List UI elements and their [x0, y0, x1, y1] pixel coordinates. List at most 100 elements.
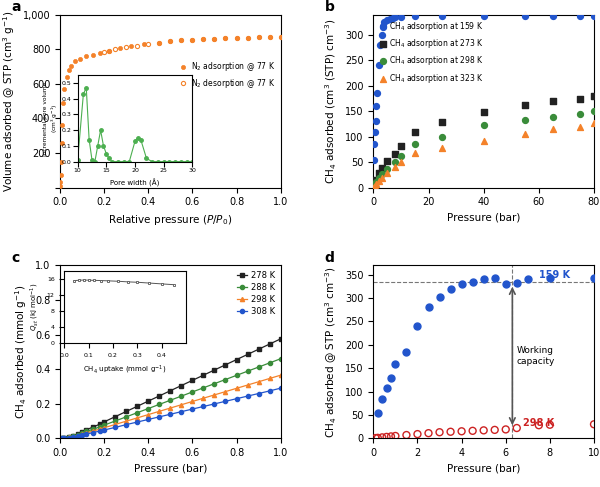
N$_2$ adsorption @ 77 K — [255, 35, 262, 40]
CH$_4$ adsorption at 273 K — [370, 179, 380, 187]
298 K — [79, 431, 86, 437]
288 K — [200, 385, 207, 391]
Legend: 278 K, 288 K, 298 K, 308 K: 278 K, 288 K, 298 K, 308 K — [236, 269, 277, 318]
N$_2$ adsorption @ 77 K — [222, 36, 229, 41]
N$_2$ adsorption @ 77 K — [96, 50, 103, 56]
CH$_4$ adsorption at 159 K — [370, 140, 379, 148]
CH$_4$ adsorption at 323 K — [575, 123, 585, 131]
278 K — [101, 419, 108, 425]
X-axis label: Pressure (bar): Pressure (bar) — [447, 464, 520, 473]
298 K — [200, 395, 207, 401]
CH$_4$ adsorption at 159 K — [376, 41, 385, 49]
288 K — [233, 373, 240, 378]
Point — [424, 429, 433, 437]
N$_2$ adsorption @ 77 K — [58, 159, 65, 165]
CH$_4$ adsorption at 323 K — [520, 130, 530, 138]
288 K — [112, 418, 119, 424]
Line: 288 K: 288 K — [60, 356, 283, 440]
CH$_4$ adsorption at 298 K — [548, 113, 557, 121]
N$_2$ desorption @ 77 K — [167, 38, 174, 44]
CH$_4$ adsorption at 159 K — [380, 19, 389, 26]
CH$_4$ adsorption at 273 K — [520, 101, 530, 109]
308 K — [89, 430, 97, 435]
298 K — [255, 379, 262, 385]
308 K — [65, 435, 73, 441]
278 K — [233, 356, 240, 362]
CH$_4$ adsorption at 298 K — [382, 166, 392, 173]
278 K — [211, 367, 218, 373]
Point — [490, 426, 500, 434]
N$_2$ adsorption @ 77 K — [277, 34, 284, 39]
N$_2$ desorption @ 77 K — [105, 48, 112, 54]
288 K — [96, 424, 103, 430]
Text: 159 K: 159 K — [539, 270, 570, 280]
Point — [545, 275, 554, 282]
Point — [501, 426, 511, 433]
N$_2$ desorption @ 77 K — [277, 34, 284, 39]
Point — [457, 280, 466, 288]
Point — [401, 431, 411, 439]
298 K — [96, 426, 103, 432]
Text: d: d — [325, 251, 335, 265]
CH$_4$ adsorption at 298 K — [410, 140, 419, 148]
N$_2$ desorption @ 77 K — [145, 41, 152, 47]
288 K — [74, 432, 81, 438]
278 K — [134, 403, 141, 409]
278 K — [145, 398, 152, 404]
Point — [386, 374, 396, 381]
CH$_4$ adsorption at 323 K — [391, 163, 400, 171]
Y-axis label: CH$_4$ adsorbed (cm$^3$ (STP) cm$^{-3}$): CH$_4$ adsorbed (cm$^3$ (STP) cm$^{-3}$) — [324, 18, 340, 184]
N$_2$ adsorption @ 77 K — [65, 67, 73, 73]
N$_2$ desorption @ 77 K — [155, 40, 163, 46]
N$_2$ desorption @ 77 K — [211, 36, 218, 42]
CH$_4$ adsorption at 323 K — [371, 180, 381, 188]
N$_2$ desorption @ 77 K — [222, 36, 229, 41]
CH$_4$ adsorption at 273 K — [370, 181, 379, 189]
CH$_4$ adsorption at 159 K — [479, 12, 488, 19]
298 K — [178, 402, 185, 408]
N$_2$ adsorption @ 77 K — [127, 43, 134, 49]
N$_2$ desorption @ 77 K — [255, 35, 262, 40]
278 K — [222, 362, 229, 368]
308 K — [134, 419, 141, 425]
288 K — [101, 422, 108, 428]
288 K — [211, 381, 218, 387]
Text: b: b — [325, 0, 335, 14]
CH$_4$ adsorption at 298 K — [370, 182, 379, 190]
N$_2$ adsorption @ 77 K — [76, 56, 83, 62]
Point — [373, 409, 383, 416]
278 K — [178, 383, 185, 389]
308 K — [59, 435, 66, 441]
278 K — [122, 409, 130, 414]
CH$_4$ adsorption at 159 K — [374, 61, 383, 69]
Line: N$_2$ adsorption @ 77 K: N$_2$ adsorption @ 77 K — [58, 35, 283, 188]
278 K — [96, 421, 103, 427]
CH$_4$ adsorption at 159 K — [575, 12, 585, 19]
Point — [435, 293, 445, 301]
288 K — [79, 430, 86, 436]
CH$_4$ adsorption at 273 K — [396, 142, 406, 150]
Point — [382, 433, 391, 441]
N$_2$ desorption @ 77 K — [244, 35, 251, 41]
CH$_4$ adsorption at 298 K — [391, 158, 400, 166]
CH$_4$ adsorption at 159 K — [396, 13, 406, 20]
Legend: CH$_4$ adsorption at 159 K, CH$_4$ adsorption at 273 K, CH$_4$ adsorption at 298: CH$_4$ adsorption at 159 K, CH$_4$ adsor… — [377, 19, 485, 86]
CH$_4$ adsorption at 298 K — [437, 133, 447, 141]
CH$_4$ adsorption at 273 K — [437, 118, 447, 126]
Legend: N$_2$ adsorption @ 77 K, N$_2$ desorption @ 77 K: N$_2$ adsorption @ 77 K, N$_2$ desorptio… — [178, 59, 277, 92]
Line: 308 K: 308 K — [60, 386, 283, 440]
CH$_4$ adsorption at 273 K — [391, 150, 400, 158]
308 K — [112, 425, 119, 431]
N$_2$ desorption @ 77 K — [112, 46, 119, 52]
298 K — [74, 433, 81, 439]
Point — [391, 432, 400, 440]
288 K — [122, 414, 130, 420]
Point — [490, 275, 500, 282]
N$_2$ adsorption @ 77 K — [244, 35, 251, 41]
278 K — [255, 346, 262, 352]
Point — [468, 278, 478, 285]
CH$_4$ adsorption at 159 K — [410, 12, 419, 20]
N$_2$ desorption @ 77 K — [178, 37, 185, 43]
CH$_4$ adsorption at 159 K — [388, 14, 397, 21]
308 K — [101, 427, 108, 433]
